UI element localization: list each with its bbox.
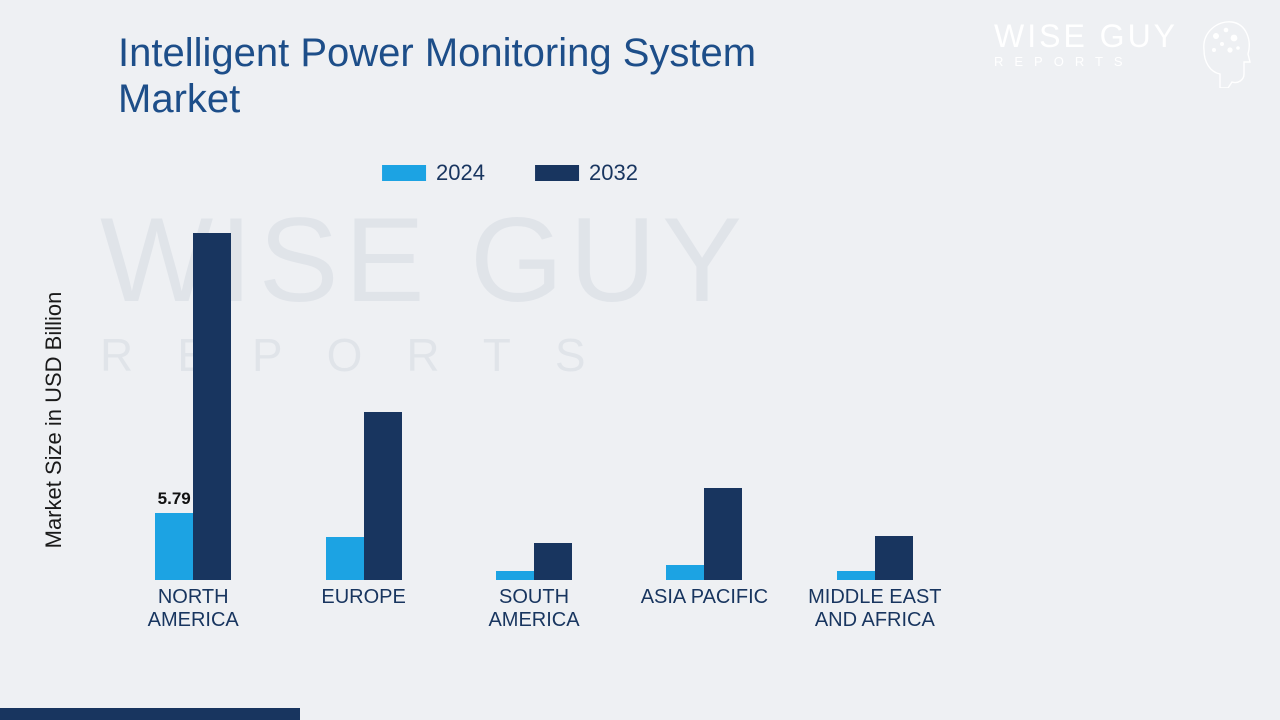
category-label: ASIA PACIFIC xyxy=(624,586,784,609)
bar-group: MIDDLE EAST AND AFRICA xyxy=(790,210,960,580)
legend-item-2024: 2024 xyxy=(382,160,485,186)
bar-group: SOUTH AMERICA xyxy=(449,210,619,580)
bar-2024: 5.79 xyxy=(155,513,193,580)
category-label: NORTH AMERICA xyxy=(113,586,273,632)
y-axis-label: Market Size in USD Billion xyxy=(41,292,67,549)
bar-group: 5.79NORTH AMERICA xyxy=(108,210,278,580)
brand-logo: WISE GUY REPORTS xyxy=(994,20,1254,69)
market-chart: Market Size in USD Billion 2024 2032 5.7… xyxy=(60,160,960,680)
page-title: Intelligent Power Monitoring System Mark… xyxy=(118,30,848,122)
page-root: WISE GUY REPORTS Intelligent Power Monit… xyxy=(0,0,1280,720)
bars-pair xyxy=(496,210,572,580)
bar-group: ASIA PACIFIC xyxy=(619,210,789,580)
bars-pair: 5.79 xyxy=(155,210,231,580)
category-label: MIDDLE EAST AND AFRICA xyxy=(795,586,955,632)
plot-inner: 5.79NORTH AMERICAEUROPESOUTH AMERICAASIA… xyxy=(108,210,960,580)
bars-pair xyxy=(837,210,913,580)
bar-group: EUROPE xyxy=(278,210,448,580)
bars-pair xyxy=(666,210,742,580)
bar-value-label: 5.79 xyxy=(158,489,191,509)
bar-2024 xyxy=(666,565,704,580)
plot-area: 5.79NORTH AMERICAEUROPESOUTH AMERICAASIA… xyxy=(108,210,960,580)
legend-item-2032: 2032 xyxy=(535,160,638,186)
bottom-accent-bar xyxy=(0,708,300,720)
legend-swatch-2032 xyxy=(535,165,579,181)
bar-2032 xyxy=(534,543,572,580)
bar-2024 xyxy=(837,571,875,580)
bar-2024 xyxy=(326,537,364,580)
category-label: EUROPE xyxy=(284,586,444,609)
legend-label-2032: 2032 xyxy=(589,160,638,186)
bars-pair xyxy=(326,210,402,580)
legend-label-2024: 2024 xyxy=(436,160,485,186)
bar-2024 xyxy=(496,571,534,580)
bar-2032 xyxy=(875,536,913,580)
chart-legend: 2024 2032 xyxy=(382,160,638,186)
category-label: SOUTH AMERICA xyxy=(454,586,614,632)
legend-swatch-2024 xyxy=(382,165,426,181)
brand-name-line2: REPORTS xyxy=(994,54,1254,69)
bar-2032 xyxy=(704,488,742,581)
brand-name-line1: WISE GUY xyxy=(994,20,1254,52)
bar-2032 xyxy=(193,233,231,580)
bar-2032 xyxy=(364,412,402,580)
